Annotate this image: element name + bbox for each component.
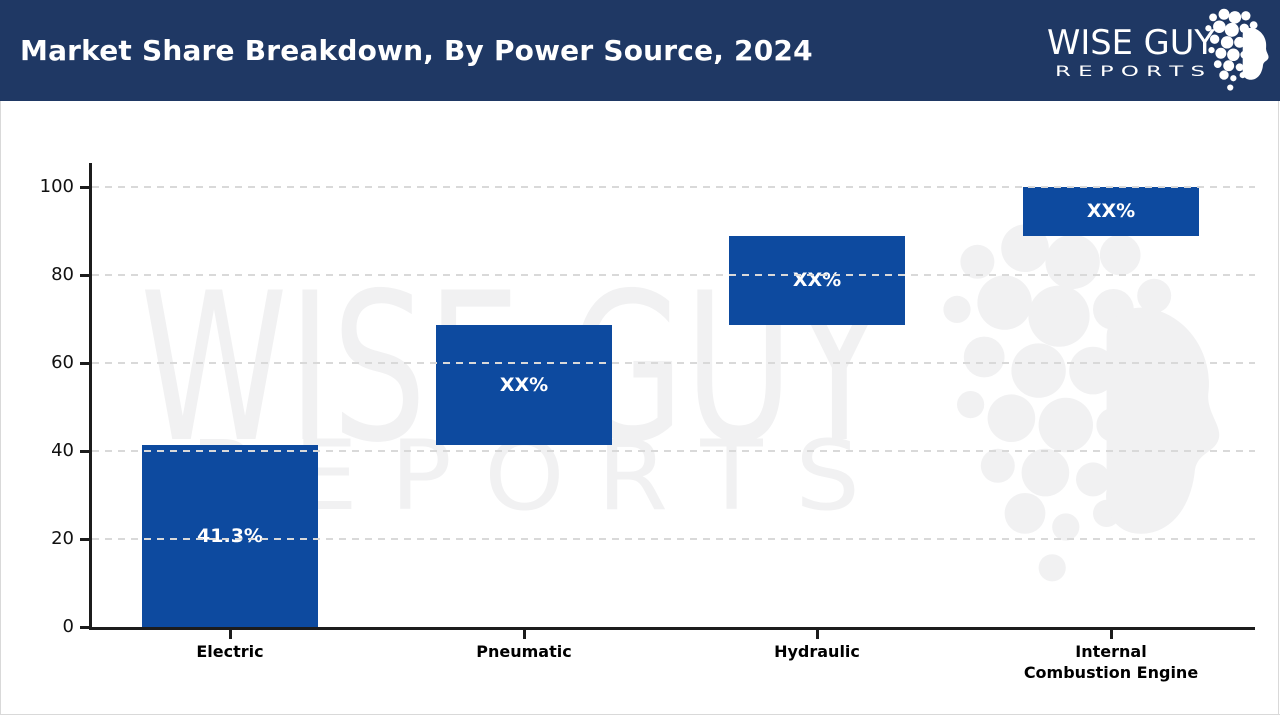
bar-internal-combustion-engine: XX% bbox=[1023, 187, 1199, 236]
gridline-100 bbox=[92, 186, 1255, 188]
x-tick-label-internal-combustion-engine: Internal Combustion Engine bbox=[1023, 642, 1199, 682]
page-title: Market Share Breakdown, By Power Source,… bbox=[20, 34, 813, 67]
x-tick-label-pneumatic: Pneumatic bbox=[476, 642, 572, 661]
logo-head-icon bbox=[1205, 8, 1269, 91]
wise-guy-reports-logo: WISE GUY R E P O R T S bbox=[1047, 8, 1269, 91]
bar-label: 41.3% bbox=[197, 525, 263, 548]
y-tick-label: 100 bbox=[39, 176, 74, 197]
x-tick-mark bbox=[523, 629, 526, 639]
gridline-80 bbox=[92, 274, 1255, 276]
y-tick-label: 40 bbox=[51, 440, 74, 461]
bar-hydraulic: XX% bbox=[729, 235, 905, 326]
bar-electric: 41.3% bbox=[142, 445, 318, 627]
y-tick-mark bbox=[80, 362, 89, 365]
y-tick-mark bbox=[80, 450, 89, 453]
x-tick-mark bbox=[816, 629, 819, 639]
y-axis-spine bbox=[89, 163, 92, 630]
y-tick-label: 80 bbox=[51, 264, 74, 285]
bar-label: XX% bbox=[499, 374, 549, 397]
logo-reports-text: R E P O R T S bbox=[1055, 64, 1205, 80]
header-bar: Market Share Breakdown, By Power Source,… bbox=[0, 0, 1280, 101]
x-tick-label-electric: Electric bbox=[196, 642, 264, 661]
gridline-60 bbox=[92, 362, 1255, 364]
bar-label: XX% bbox=[1086, 200, 1136, 223]
x-tick-mark bbox=[1110, 629, 1113, 639]
y-tick-mark bbox=[80, 626, 89, 629]
bottom-border bbox=[0, 714, 1280, 715]
x-axis-line bbox=[89, 627, 1255, 630]
right-border bbox=[1278, 101, 1279, 715]
y-tick-label: 20 bbox=[51, 528, 74, 549]
y-tick-mark bbox=[80, 538, 89, 541]
bar-pneumatic: XX% bbox=[436, 325, 612, 446]
logo-wiseguy-text: WISE GUY bbox=[1047, 23, 1215, 63]
bar-label: XX% bbox=[792, 269, 842, 292]
y-tick-label: 0 bbox=[62, 616, 74, 637]
y-tick-label: 60 bbox=[51, 352, 74, 373]
y-tick-mark bbox=[80, 274, 89, 277]
left-border bbox=[0, 101, 1, 715]
gridline-20 bbox=[92, 538, 1255, 540]
y-tick-mark bbox=[80, 186, 89, 189]
x-tick-label-hydraulic: Hydraulic bbox=[774, 642, 860, 661]
gridline-40 bbox=[92, 450, 1255, 452]
x-tick-mark bbox=[229, 629, 232, 639]
